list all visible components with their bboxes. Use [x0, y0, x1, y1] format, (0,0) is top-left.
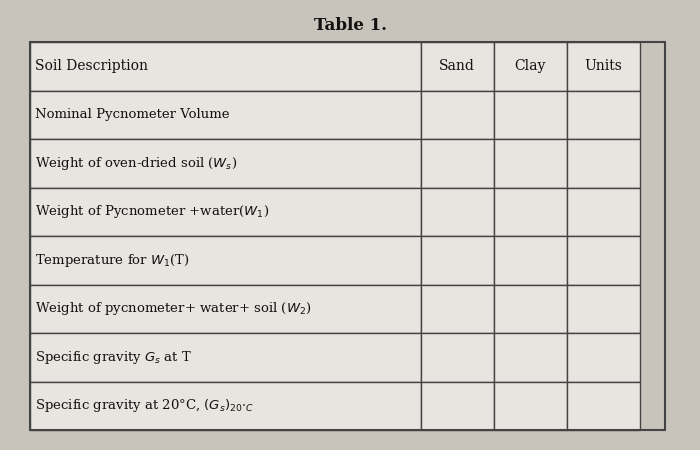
- Bar: [566, 188, 640, 236]
- Bar: [421, 284, 494, 333]
- Text: Specific gravity $G_s$ at T: Specific gravity $G_s$ at T: [35, 349, 192, 366]
- Bar: [30, 42, 665, 430]
- Bar: [421, 90, 494, 139]
- Bar: [566, 90, 640, 139]
- Text: Weight of Pycnometer +water($W_1$): Weight of Pycnometer +water($W_1$): [35, 203, 270, 220]
- Bar: [421, 139, 494, 188]
- Bar: [30, 236, 421, 284]
- Bar: [421, 382, 494, 430]
- Text: Table 1.: Table 1.: [314, 17, 386, 34]
- Bar: [494, 382, 566, 430]
- Bar: [421, 236, 494, 284]
- Text: Soil Description: Soil Description: [35, 59, 148, 73]
- Text: Weight of pycnometer+ water+ soil ($W_2$): Weight of pycnometer+ water+ soil ($W_2$…: [35, 300, 312, 317]
- Text: Clay: Clay: [514, 59, 546, 73]
- Bar: [566, 236, 640, 284]
- Bar: [30, 188, 421, 236]
- Bar: [30, 139, 421, 188]
- Bar: [421, 42, 494, 90]
- Bar: [566, 382, 640, 430]
- Bar: [566, 42, 640, 90]
- Bar: [494, 188, 566, 236]
- Bar: [494, 90, 566, 139]
- Bar: [421, 333, 494, 382]
- Text: Units: Units: [584, 59, 622, 73]
- Bar: [30, 382, 421, 430]
- Text: Temperature for $W_1$(T): Temperature for $W_1$(T): [35, 252, 190, 269]
- Bar: [30, 42, 421, 90]
- Bar: [566, 284, 640, 333]
- Bar: [30, 90, 421, 139]
- Bar: [494, 333, 566, 382]
- Bar: [566, 139, 640, 188]
- Bar: [494, 139, 566, 188]
- Text: Nominal Pycnometer Volume: Nominal Pycnometer Volume: [35, 108, 230, 121]
- Bar: [494, 284, 566, 333]
- Bar: [566, 333, 640, 382]
- Text: Specific gravity at 20°C, $(G_s)_{20^{\circ}C}$: Specific gravity at 20°C, $(G_s)_{20^{\c…: [35, 397, 254, 414]
- Bar: [30, 333, 421, 382]
- Bar: [494, 42, 566, 90]
- Bar: [494, 236, 566, 284]
- Text: Weight of oven-dried soil ($W_s$): Weight of oven-dried soil ($W_s$): [35, 155, 237, 172]
- Text: Sand: Sand: [439, 59, 475, 73]
- Bar: [30, 284, 421, 333]
- Bar: [421, 188, 494, 236]
